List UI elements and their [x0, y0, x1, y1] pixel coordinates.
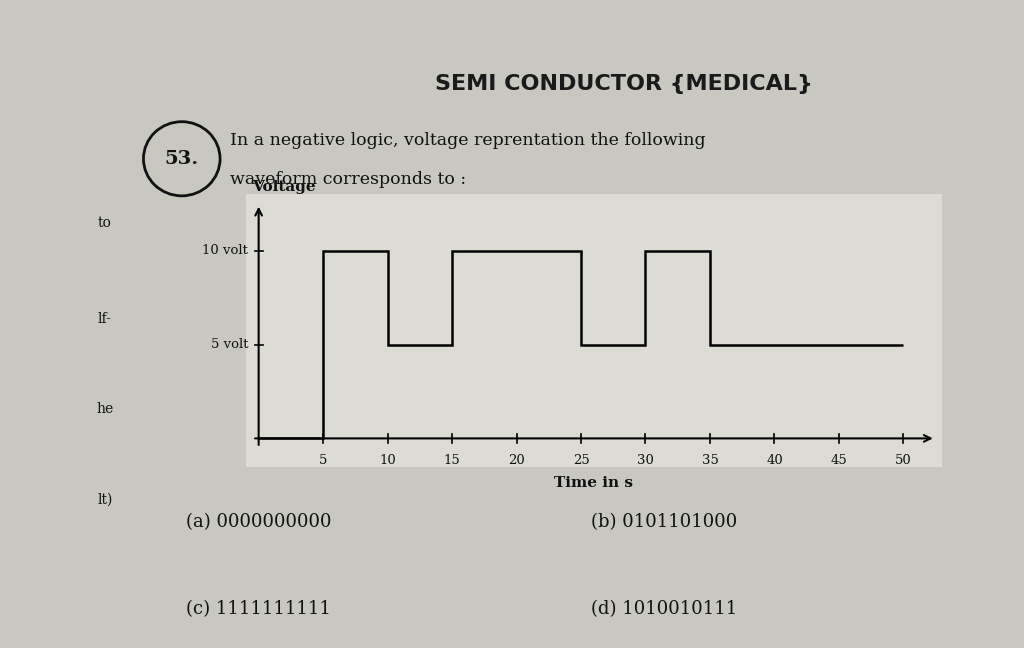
Text: 45: 45	[830, 454, 847, 467]
Text: 20: 20	[508, 454, 525, 467]
Text: 15: 15	[443, 454, 461, 467]
Text: lt): lt)	[97, 492, 113, 506]
Text: 40: 40	[766, 454, 782, 467]
Text: 53.: 53.	[165, 150, 199, 168]
Text: (b) 0101101000: (b) 0101101000	[591, 513, 737, 531]
Text: to: to	[98, 216, 112, 230]
Text: In a negative logic, voltage reprentation the following: In a negative logic, voltage reprentatio…	[230, 132, 706, 149]
Text: lf-: lf-	[98, 312, 112, 325]
Text: Voltage: Voltage	[252, 180, 315, 194]
Text: (c) 1111111111: (c) 1111111111	[186, 601, 331, 618]
Text: 10: 10	[379, 454, 396, 467]
Text: 10 volt: 10 volt	[203, 244, 249, 257]
Text: 35: 35	[701, 454, 719, 467]
Text: 5: 5	[318, 454, 328, 467]
Text: 50: 50	[895, 454, 911, 467]
Text: waveform corresponds to :: waveform corresponds to :	[230, 171, 467, 189]
Text: 30: 30	[637, 454, 654, 467]
Text: Time in s: Time in s	[554, 476, 634, 490]
Text: 5 volt: 5 volt	[211, 338, 249, 351]
Text: 25: 25	[572, 454, 590, 467]
Text: (d) 1010010111: (d) 1010010111	[591, 601, 737, 618]
Text: (a) 0000000000: (a) 0000000000	[186, 513, 332, 531]
Text: SEMI CONDUCTOR {MEDICAL}: SEMI CONDUCTOR {MEDICAL}	[435, 75, 813, 94]
Text: he: he	[96, 402, 114, 416]
